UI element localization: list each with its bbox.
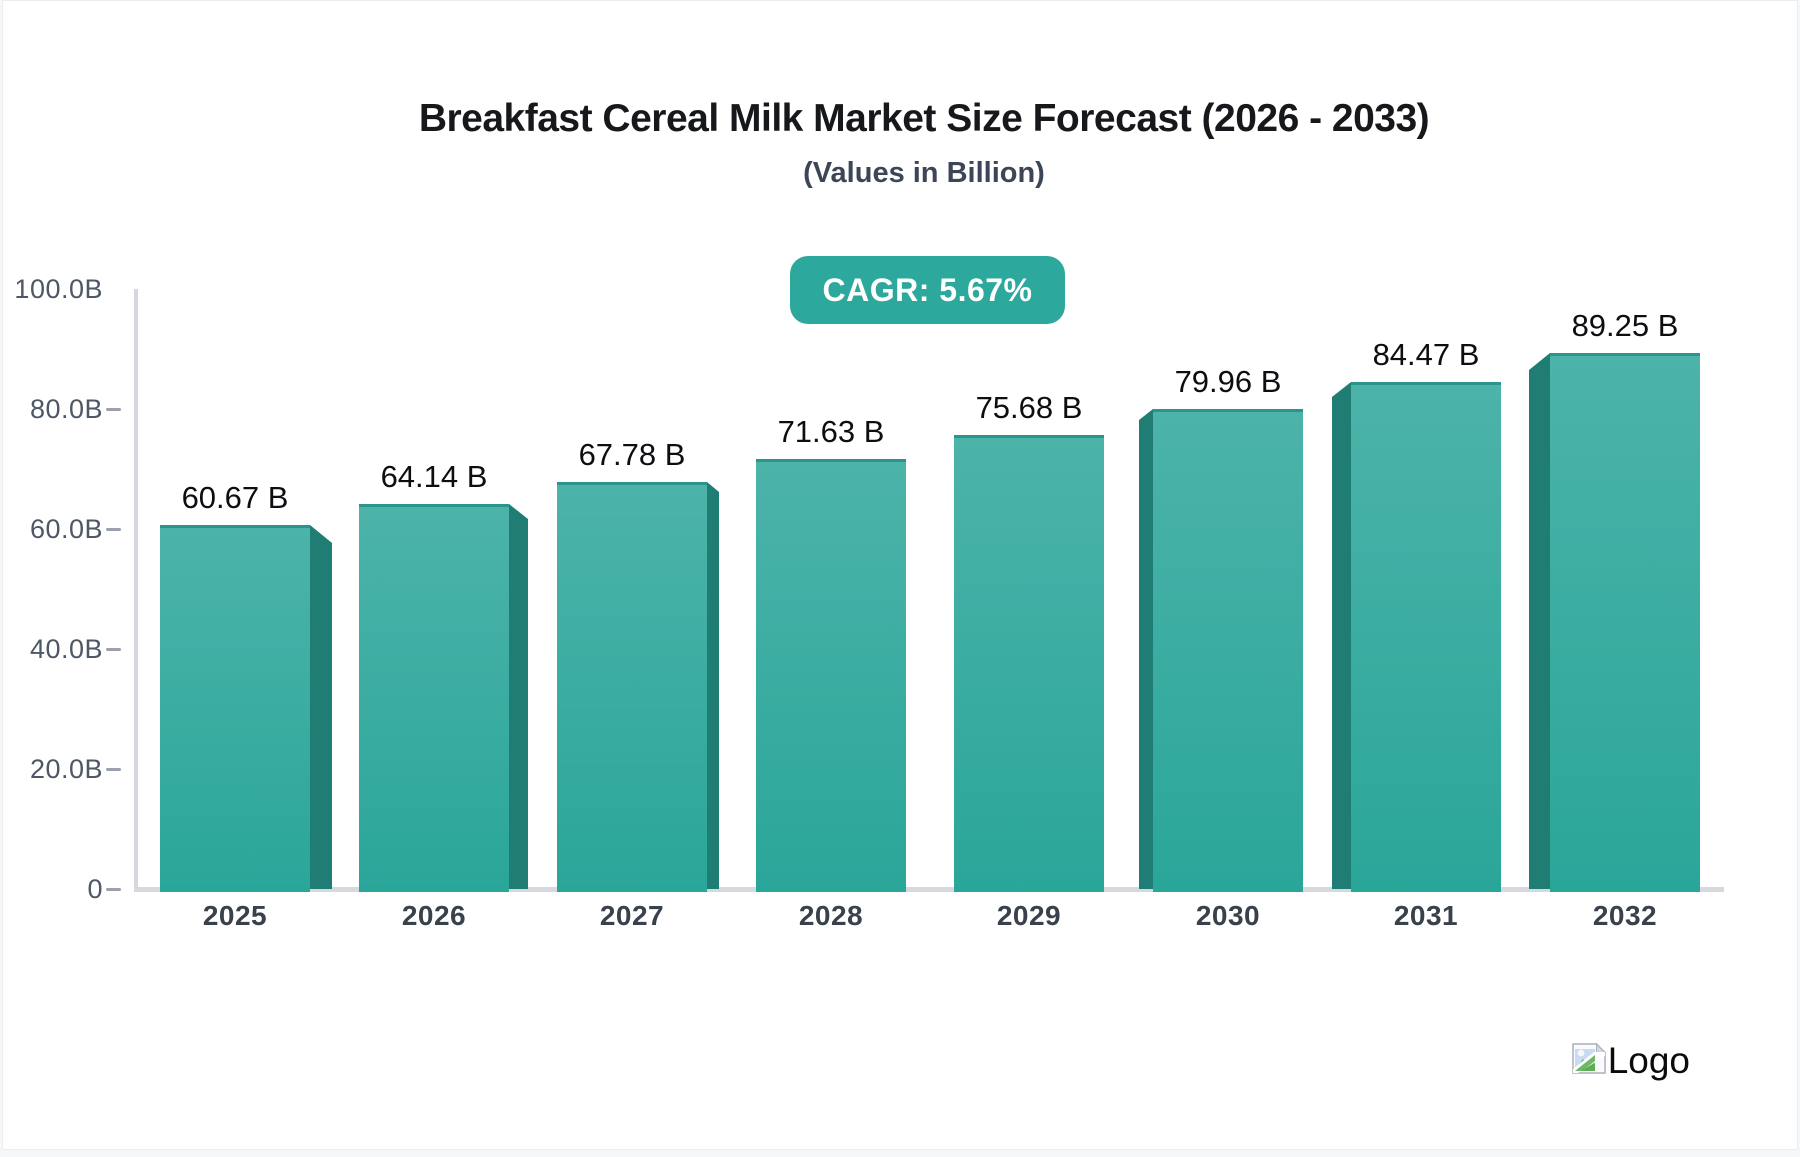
logo-alt-text: Logo — [1607, 1040, 1690, 1081]
y-tick-label: 60.0B — [29, 514, 103, 544]
bar-value-label: 60.67 B — [181, 480, 289, 515]
y-tick-dash — [106, 648, 121, 651]
y-tick-dash — [106, 408, 121, 411]
bar-value-label: 89.25 B — [1571, 308, 1679, 343]
bar-value-label: 84.47 B — [1372, 337, 1480, 372]
x-axis-line — [134, 887, 1724, 892]
bar-2031[interactable] — [1351, 382, 1501, 892]
y-tick-dash — [106, 768, 121, 771]
bar-value-label: 64.14 B — [380, 459, 488, 494]
x-tick-label: 2031 — [1393, 900, 1459, 931]
bar-2032[interactable] — [1550, 353, 1700, 892]
x-tick-label: 2025 — [202, 900, 268, 931]
bar-side-face — [707, 482, 719, 889]
broken-image-icon — [1571, 1043, 1606, 1074]
bar-value-label: 75.68 B — [975, 390, 1083, 425]
y-axis-line — [134, 289, 138, 891]
y-tick-dash — [106, 888, 121, 891]
bar-value-label: 71.63 B — [777, 414, 885, 449]
y-tick-label: 0 — [87, 874, 103, 904]
bar-2026[interactable] — [359, 504, 509, 892]
bar-side-face — [310, 525, 332, 889]
bar-value-label: 67.78 B — [578, 437, 686, 472]
bar-chart: 100.0B 80.0B 60.0B 40.0B 20.0B 0 60.67 B 2025 64… — [3, 1, 1800, 1157]
cagr-badge: CAGR: 5.67% — [790, 256, 1065, 324]
bar-2025[interactable] — [160, 525, 310, 892]
bar-side-face — [1139, 409, 1153, 889]
bar-2028[interactable] — [756, 459, 906, 892]
x-tick-label: 2026 — [401, 900, 467, 931]
bar-value-label: 79.96 B — [1174, 364, 1282, 399]
y-tick-label: 100.0B — [14, 274, 103, 304]
bar-side-face — [509, 504, 528, 889]
chart-subtitle: (Values in Billion) — [803, 157, 1045, 189]
x-tick-label: 2030 — [1195, 900, 1261, 931]
y-tick-label: 80.0B — [29, 394, 103, 424]
x-tick-label: 2027 — [599, 900, 665, 931]
x-tick-label: 2029 — [996, 900, 1062, 931]
bar-side-face — [1529, 353, 1550, 889]
bar-side-face — [1332, 382, 1351, 889]
chart-header: Breakfast Cereal Milk Market Size Foreca… — [51, 1, 1797, 189]
y-tick-label: 40.0B — [29, 634, 103, 664]
bar-2027[interactable] — [557, 482, 707, 892]
logo: Logo — [1571, 1040, 1690, 1081]
bar-2029[interactable] — [954, 435, 1104, 892]
chart-title: Breakfast Cereal Milk Market Size Foreca… — [418, 97, 1430, 140]
x-tick-label: 2028 — [798, 900, 864, 931]
y-tick-label: 20.0B — [29, 754, 103, 784]
x-tick-label: 2032 — [1592, 900, 1658, 931]
bar-2030[interactable] — [1153, 409, 1303, 892]
y-tick-dash — [106, 528, 121, 531]
